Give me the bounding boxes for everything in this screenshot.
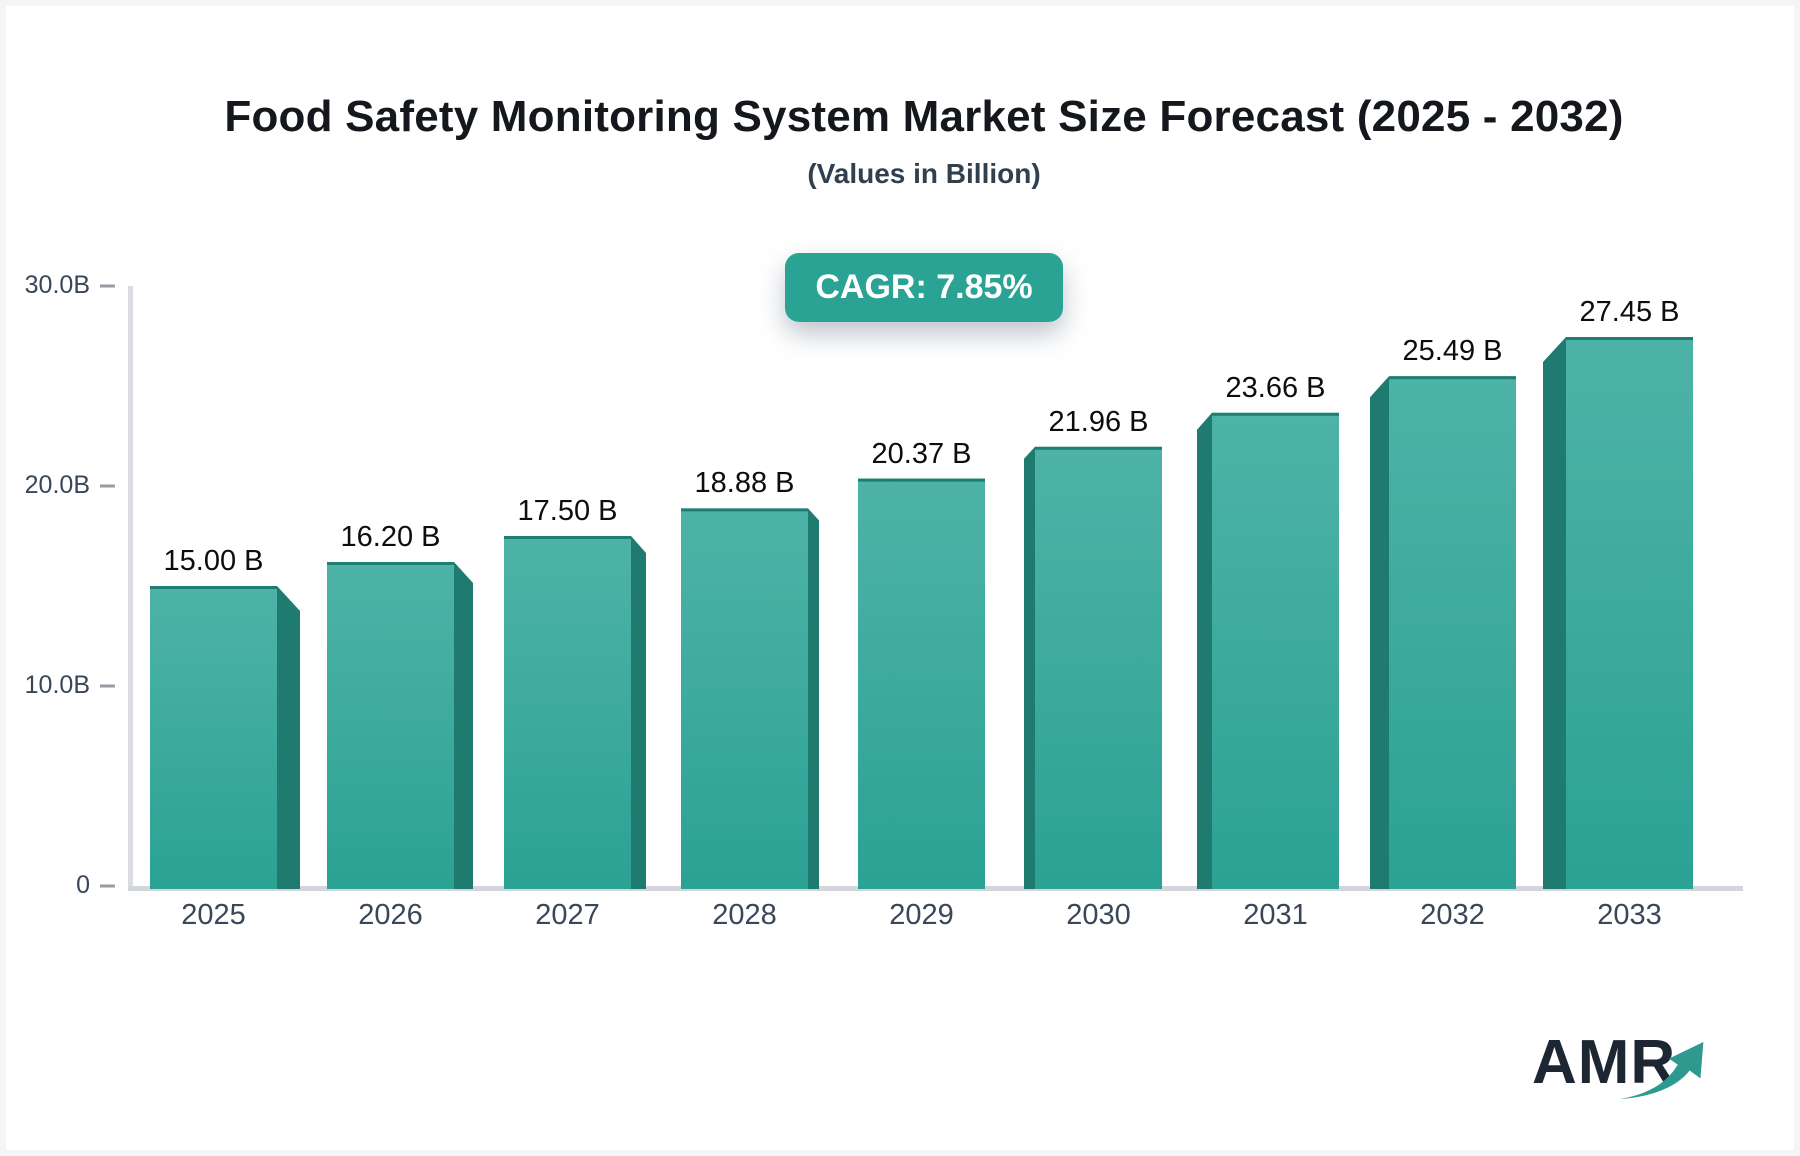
bar-side-face (1024, 446, 1035, 889)
y-axis-line (128, 286, 133, 886)
bar-top-edge (327, 562, 454, 565)
y-axis-tick (100, 484, 115, 488)
bar (504, 536, 631, 889)
bar-top-edge (150, 586, 277, 589)
amr-logo-text: AMR (1532, 1028, 1677, 1097)
bar (681, 508, 808, 889)
bar-top-edge (858, 478, 985, 482)
y-axis-tick (100, 884, 115, 888)
bar-top-edge (1035, 446, 1162, 450)
bar (1212, 412, 1339, 889)
bar-side-face (1370, 376, 1389, 889)
bar-side-face (277, 586, 300, 889)
bar-side-face (1197, 412, 1212, 889)
bar-side-face (1543, 337, 1566, 889)
bar-side-face (808, 508, 819, 889)
y-axis-tick (100, 284, 115, 288)
bar (858, 478, 985, 889)
bar (327, 562, 454, 889)
bar-side-face (631, 536, 646, 889)
bar-top-edge (1389, 376, 1516, 380)
growth-arrow-icon (1619, 1041, 1704, 1100)
y-axis-tick (100, 684, 115, 688)
bar-side-face (454, 562, 473, 889)
bar (1035, 446, 1162, 889)
bar-top-edge (1566, 337, 1693, 340)
cagr-badge: CAGR: 7.85% (785, 253, 1063, 322)
amr-logo: AMR (1532, 1028, 1722, 1113)
chart-subtitle: (Values in Billion) (807, 158, 1041, 189)
bar (1566, 337, 1693, 889)
bars (150, 337, 1693, 889)
bar-top-edge (1212, 412, 1339, 416)
bar-top-edge (681, 508, 808, 512)
chart-header: Food Safety Monitoring System Market Siz… (105, 92, 1743, 190)
bar-top-edge (504, 536, 631, 539)
cagr-badge-row: CAGR: 7.85% (105, 253, 1743, 322)
chart-title: Food Safety Monitoring System Market Siz… (224, 92, 1624, 141)
bar (1389, 376, 1516, 889)
bar (150, 586, 277, 889)
